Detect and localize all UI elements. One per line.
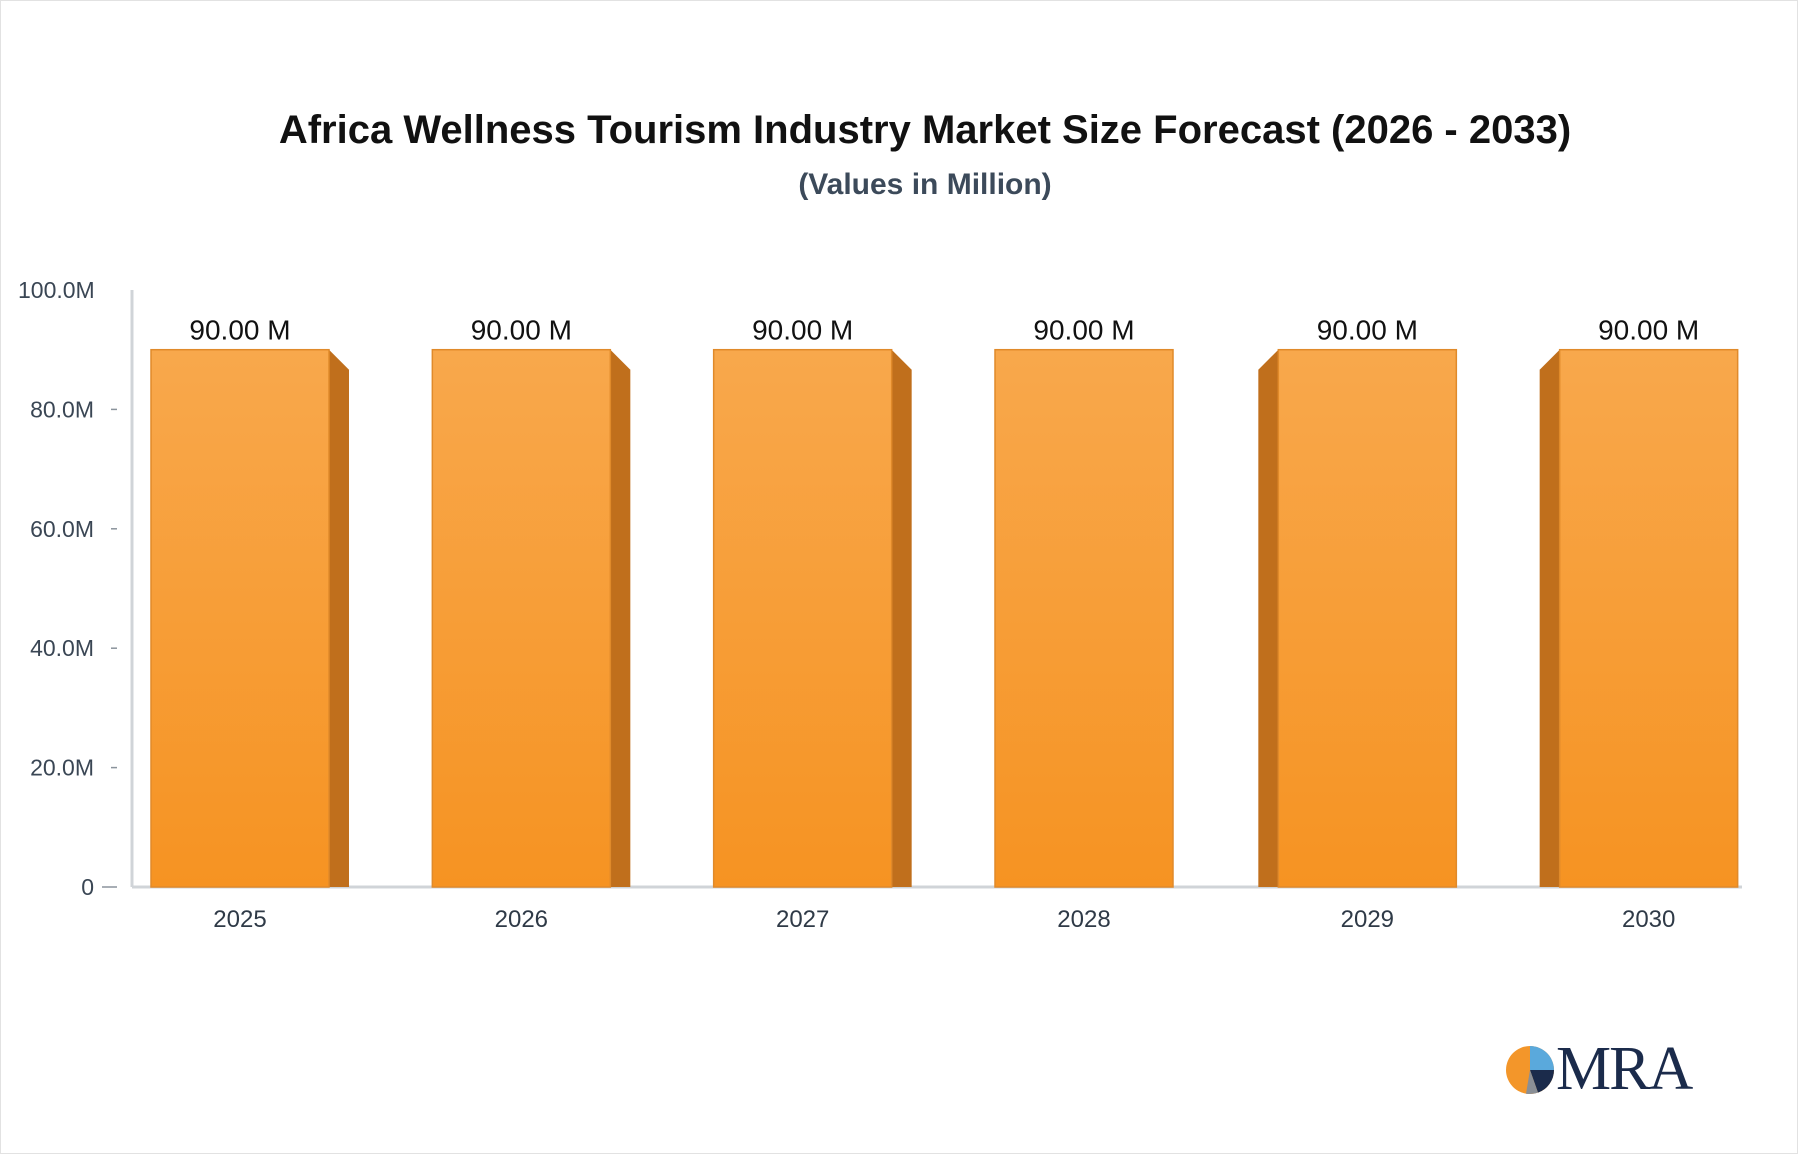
data-label-2029: 90.00 M bbox=[1317, 315, 1418, 346]
data-label-2030: 90.00 M bbox=[1598, 315, 1699, 346]
x-tick-label-2026: 2026 bbox=[495, 906, 548, 933]
bar-side-2029 bbox=[1258, 349, 1279, 887]
bar-2026[interactable] bbox=[431, 348, 612, 888]
axes: 0 20.0M 40.0M 60.0M 80.0M 100.0M bbox=[18, 277, 1742, 900]
logo-pie-icon bbox=[1506, 1046, 1554, 1095]
bar-side-2025 bbox=[329, 349, 349, 887]
x-tick-label-2027: 2027 bbox=[776, 906, 829, 933]
bar-2027[interactable] bbox=[712, 348, 893, 888]
x-tick-label-2028: 2028 bbox=[1057, 906, 1110, 933]
y-tick-label: 0 bbox=[81, 874, 94, 900]
bar-2028[interactable] bbox=[994, 348, 1174, 888]
bar-2029[interactable] bbox=[1277, 348, 1458, 888]
bar-side-2026 bbox=[610, 349, 631, 887]
data-label-2025: 90.00 M bbox=[189, 315, 290, 346]
y-tick-label: 60.0M bbox=[30, 516, 94, 542]
data-label-2028: 90.00 M bbox=[1033, 315, 1134, 346]
bar-side-2027 bbox=[891, 349, 912, 887]
chart-subtitle: (Values in Million) bbox=[798, 168, 1052, 201]
data-label-2027: 90.00 M bbox=[752, 315, 853, 346]
y-tick-label: 20.0M bbox=[30, 755, 94, 781]
bars bbox=[150, 348, 1739, 888]
bar-2025[interactable] bbox=[150, 348, 330, 888]
x-tick-label-2025: 2025 bbox=[213, 906, 266, 933]
bar-2030[interactable] bbox=[1558, 348, 1739, 888]
chart-title: Africa Wellness Tourism Industry Market … bbox=[278, 108, 1572, 152]
x-tick-label-2029: 2029 bbox=[1341, 906, 1394, 933]
bar-side-2030 bbox=[1539, 349, 1560, 887]
x-tick-label-2030: 2030 bbox=[1622, 906, 1675, 933]
labels: 90.00 M 2025 90.00 M 2026 90.00 M 2027 90.00 M… bbox=[189, 315, 1699, 933]
y-tick-label: 40.0M bbox=[30, 635, 94, 661]
mra-logo: MRA bbox=[1504, 1035, 1704, 1103]
y-tick-label: 80.0M bbox=[30, 396, 94, 422]
y-tick-label: 100.0M bbox=[18, 277, 95, 303]
data-label-2026: 90.00 M bbox=[471, 315, 572, 346]
logo-text: MRA bbox=[1556, 1035, 1693, 1103]
